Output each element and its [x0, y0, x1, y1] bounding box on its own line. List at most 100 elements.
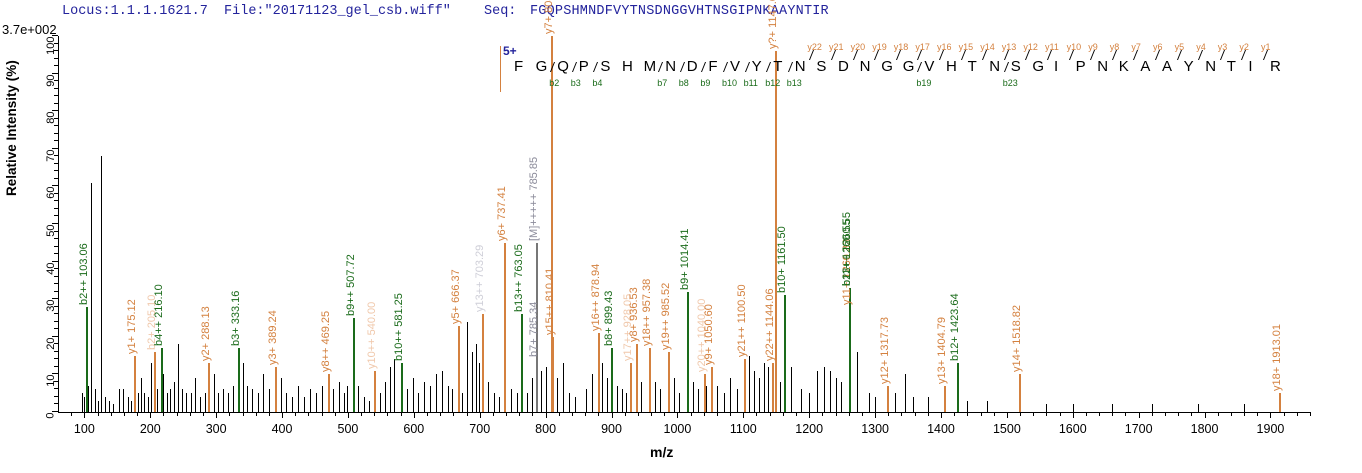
- annotated-peak: [86, 306, 89, 412]
- x-tick-label: 1700: [1124, 422, 1153, 436]
- x-tick: [585, 412, 587, 416]
- annotated-peak: [710, 366, 713, 412]
- ladder-residue: G: [535, 58, 548, 75]
- x-tick: [637, 412, 639, 416]
- y-ion-label: y13: [1001, 42, 1017, 52]
- peak-label: b4++ 216.10: [152, 284, 165, 347]
- spectrum-peak: [285, 393, 287, 412]
- b-ion-label: b11: [743, 78, 758, 88]
- spectrum-peak: [894, 393, 896, 412]
- spectrum-peak: [479, 363, 481, 412]
- spectrum-peak: [626, 393, 627, 412]
- spectrum-peak: [90, 182, 92, 412]
- x-tick: [782, 412, 784, 416]
- b-ion-tick: [658, 62, 664, 72]
- y-tick: [54, 95, 58, 97]
- x-tick: [927, 412, 929, 416]
- spectrum-peak: [418, 393, 420, 412]
- spectrum-peak: [904, 374, 906, 412]
- b-ion-tick: [917, 62, 923, 72]
- y-tick-label: 80: [44, 111, 57, 124]
- y-tick: [54, 125, 58, 127]
- ladder-residue: Y: [751, 58, 762, 75]
- x-tick: [993, 412, 995, 416]
- spectrum-peak: [823, 366, 825, 412]
- x-tick-label: 1100: [729, 422, 757, 436]
- x-tick-label: 100: [73, 422, 95, 436]
- ladder-residue: I: [1248, 58, 1253, 75]
- peak-label: y8+ 936.53: [627, 287, 640, 343]
- x-tick: [1020, 412, 1022, 416]
- y-ion-label: y7: [1131, 42, 1141, 52]
- x-tick: [940, 412, 942, 418]
- annotated-peak: [774, 51, 777, 412]
- y-tick-label: 30: [44, 299, 57, 312]
- y-tick: [54, 328, 58, 330]
- spectrum-peak: [759, 378, 761, 412]
- y-tick: [54, 388, 58, 390]
- spectrum-peak: [156, 389, 158, 412]
- spectrum-peak: [84, 396, 86, 412]
- x-tick-label: 600: [403, 422, 425, 436]
- y-tick: [52, 335, 58, 337]
- x-tick: [347, 412, 349, 418]
- spectrum-peak: [228, 393, 229, 412]
- y-ion-label: y2: [1239, 42, 1249, 52]
- y-ion-label: y22: [807, 42, 822, 52]
- ladder-residue: F: [708, 58, 718, 75]
- y-tick-label: 0: [44, 412, 57, 419]
- spectrum-peak: [166, 393, 168, 412]
- spectrum-peak: [1197, 404, 1199, 412]
- spectrum-peak: [801, 389, 803, 412]
- x-tick: [137, 412, 139, 416]
- header-bar: Locus:1.1.1.1621.7 File:"20171123_gel_cs…: [0, 0, 1362, 26]
- ladder-residue: S: [600, 58, 611, 75]
- x-tick-label: 200: [139, 422, 161, 436]
- peak-label: y19++ 985.52: [659, 282, 672, 350]
- b-ion-label: b13: [786, 78, 802, 88]
- ladder-residue: H: [622, 58, 633, 75]
- spectrum-peak: [407, 389, 409, 412]
- spectrum-peak: [369, 400, 371, 412]
- spectrum-peak: [753, 370, 755, 412]
- charge-state-label: 5+: [503, 44, 517, 58]
- x-tick: [901, 412, 903, 416]
- x-tick: [980, 412, 982, 416]
- spectrum-peak: [475, 344, 477, 412]
- ladder-residue: S: [1010, 58, 1021, 75]
- spectrum-peak: [436, 374, 438, 412]
- spectrum-peak: [736, 389, 738, 412]
- annotated-peak: [552, 336, 555, 412]
- spectrum-peak: [303, 396, 305, 412]
- spectrum-peak: [112, 404, 114, 412]
- peak-label: b2++ 103.06: [78, 242, 91, 305]
- spectrum-peak: [790, 366, 792, 412]
- x-tick: [835, 412, 837, 416]
- peak-label: y10++ 540.00: [366, 301, 379, 369]
- x-tick-label: 500: [337, 422, 359, 436]
- y-tick: [54, 305, 58, 307]
- y-tick: [52, 411, 58, 412]
- x-tick: [282, 412, 284, 418]
- peak-label: y8++ 469.25: [319, 311, 332, 373]
- x-tick: [1296, 412, 1298, 416]
- ladder-residue: R: [1270, 58, 1281, 75]
- x-tick: [216, 412, 218, 418]
- peak-label: b9++ 507.72: [345, 254, 358, 316]
- x-tick: [1244, 412, 1246, 416]
- annotated-peak: [772, 363, 775, 412]
- x-tick: [1165, 412, 1167, 416]
- spectrum-peak: [448, 385, 450, 412]
- spectrum-peak: [147, 396, 149, 412]
- spectrum-peak: [499, 396, 501, 412]
- peak-label: y7+ 808.43: [543, 0, 556, 34]
- x-tick: [374, 412, 376, 416]
- y-tick: [54, 343, 58, 345]
- x-tick: [255, 412, 257, 416]
- x-tick: [690, 412, 692, 416]
- spectrum-peak: [137, 393, 139, 412]
- spectrum-peak: [218, 393, 220, 412]
- ladder-residue: D: [838, 58, 849, 75]
- spectrum-peak: [705, 385, 707, 412]
- annotated-peak: [237, 348, 240, 412]
